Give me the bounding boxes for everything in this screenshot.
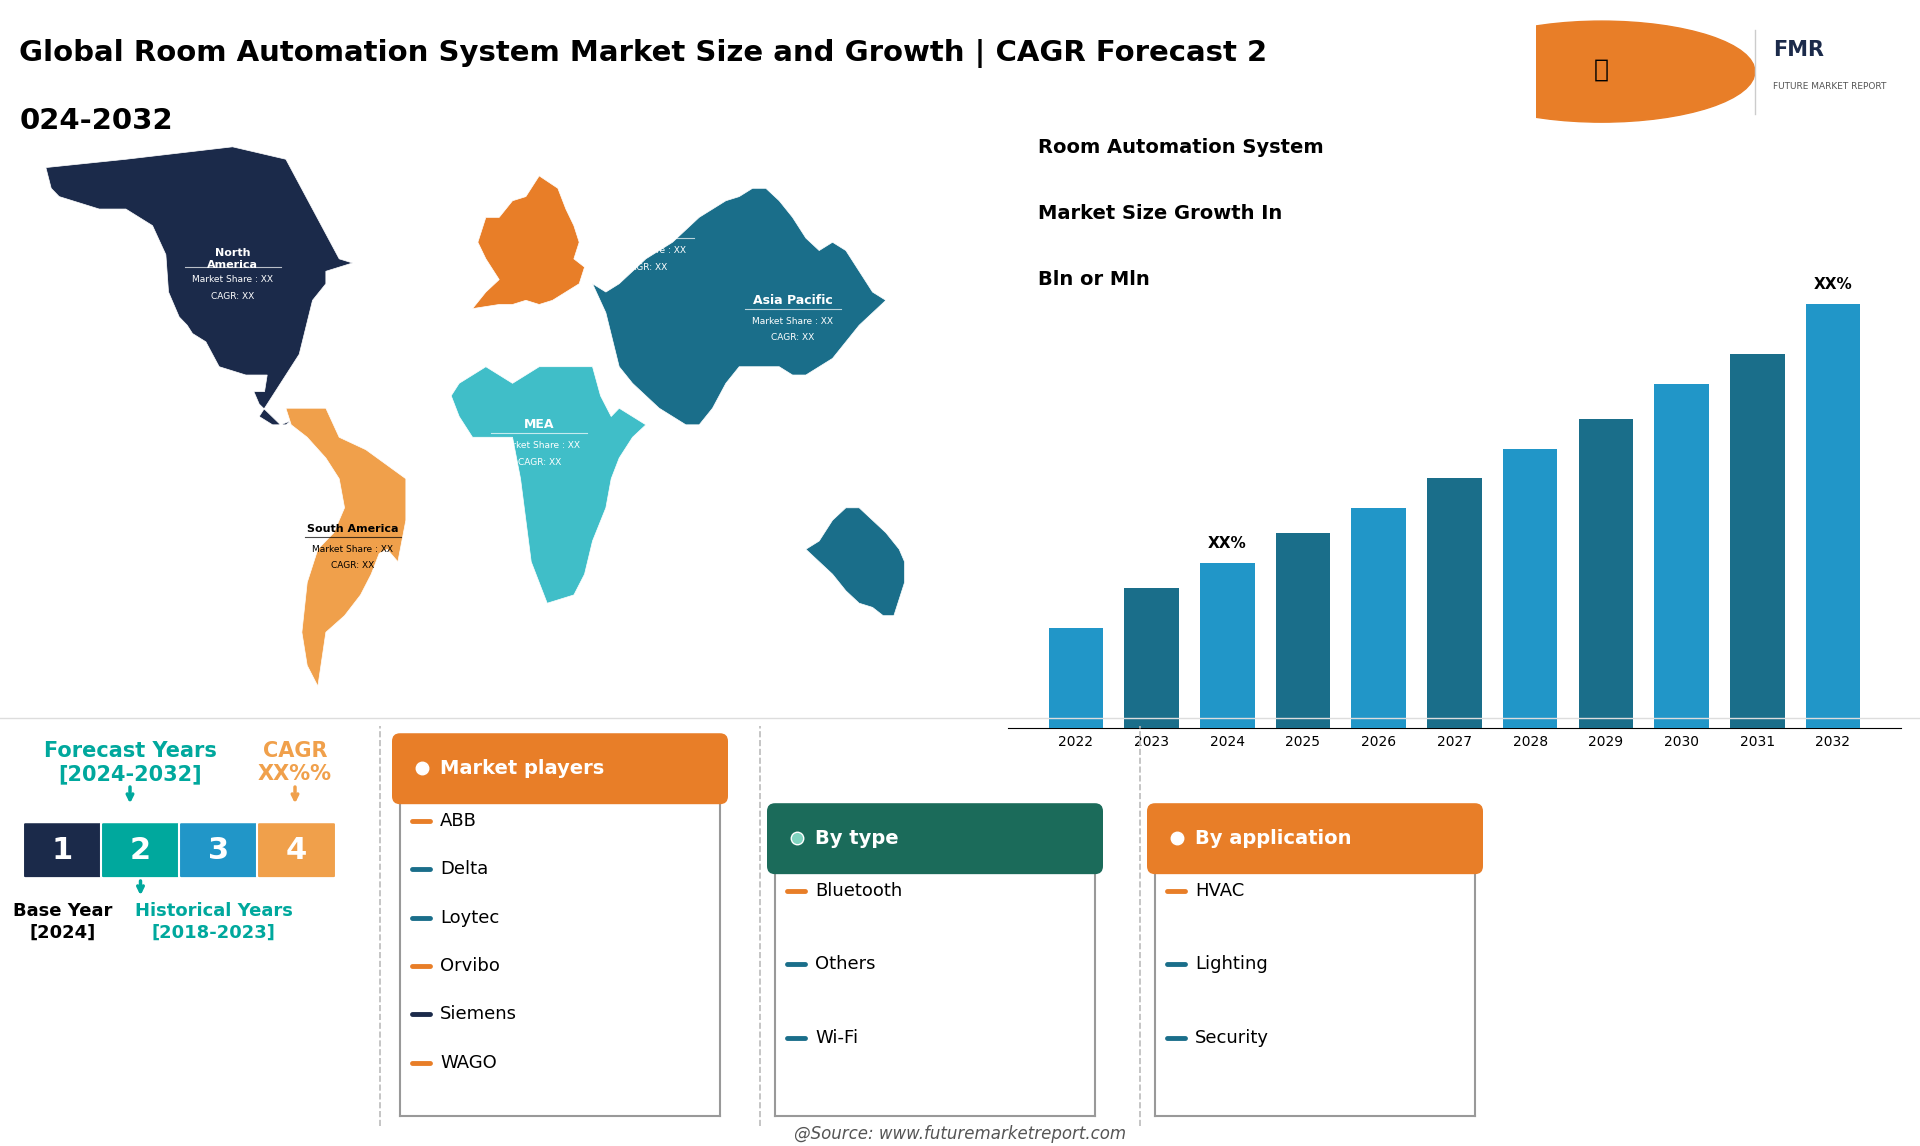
- Text: Market Share : XX: Market Share : XX: [499, 441, 580, 450]
- FancyBboxPatch shape: [1146, 803, 1482, 874]
- Text: Historical Years: Historical Years: [134, 902, 292, 920]
- Text: [2024]: [2024]: [29, 924, 96, 942]
- Text: Room Automation System: Room Automation System: [1039, 138, 1323, 157]
- Bar: [1125, 588, 1179, 728]
- Text: By application: By application: [1194, 829, 1352, 848]
- FancyBboxPatch shape: [102, 822, 180, 878]
- Text: CAGR: CAGR: [263, 741, 326, 761]
- Bar: [1805, 304, 1860, 728]
- Text: 🦅: 🦅: [1594, 57, 1609, 81]
- Text: @Source: www.futuremarketreport.com: @Source: www.futuremarketreport.com: [795, 1125, 1125, 1143]
- Bar: [1275, 533, 1331, 728]
- Text: CAGR: XX: CAGR: XX: [772, 333, 814, 343]
- Polygon shape: [806, 508, 904, 615]
- Text: [2018-2023]: [2018-2023]: [152, 924, 275, 942]
- Text: 024-2032: 024-2032: [19, 108, 173, 135]
- Text: South America: South America: [307, 524, 397, 534]
- Bar: [1655, 384, 1709, 728]
- FancyBboxPatch shape: [23, 822, 102, 878]
- Bar: [1048, 628, 1104, 728]
- Text: Market Share : XX: Market Share : XX: [313, 544, 394, 554]
- Text: Siemens: Siemens: [440, 1005, 516, 1023]
- Text: Asia Pacific: Asia Pacific: [753, 293, 833, 307]
- Text: HVAC: HVAC: [1194, 882, 1244, 900]
- Text: Europe: Europe: [622, 223, 670, 236]
- Text: Orvibo: Orvibo: [440, 957, 499, 975]
- Text: Global Room Automation System Market Size and Growth | CAGR Forecast 2: Global Room Automation System Market Siz…: [19, 39, 1267, 68]
- Bar: [1503, 448, 1557, 728]
- Polygon shape: [593, 188, 885, 425]
- Text: North
America: North America: [207, 248, 257, 269]
- Text: Wi-Fi: Wi-Fi: [814, 1029, 858, 1046]
- Text: XX%: XX%: [1208, 535, 1246, 551]
- Text: Market Share : XX: Market Share : XX: [192, 275, 273, 284]
- Text: Loytec: Loytec: [440, 909, 499, 927]
- Text: XX%: XX%: [1814, 276, 1853, 291]
- FancyBboxPatch shape: [179, 822, 257, 878]
- Text: Delta: Delta: [440, 861, 488, 879]
- Text: Bluetooth: Bluetooth: [814, 882, 902, 900]
- Text: CAGR: XX: CAGR: XX: [330, 562, 374, 571]
- Text: 3: 3: [207, 835, 228, 865]
- Text: XX%%: XX%%: [257, 764, 332, 784]
- Text: Security: Security: [1194, 1029, 1269, 1046]
- Text: MEA: MEA: [524, 418, 555, 431]
- Text: CAGR: XX: CAGR: XX: [211, 292, 253, 300]
- Bar: [1427, 479, 1482, 728]
- FancyBboxPatch shape: [257, 822, 336, 878]
- Bar: [1578, 418, 1634, 728]
- Text: Market Size Growth In: Market Size Growth In: [1039, 204, 1283, 223]
- Text: 1: 1: [52, 835, 73, 865]
- Text: Bln or Mln: Bln or Mln: [1039, 270, 1150, 290]
- Text: FMR: FMR: [1772, 40, 1824, 60]
- Bar: [1730, 354, 1784, 728]
- Text: Market players: Market players: [440, 759, 605, 778]
- Circle shape: [1448, 21, 1755, 123]
- Text: CAGR: XX: CAGR: XX: [518, 457, 561, 466]
- Text: Market Share : XX: Market Share : XX: [753, 316, 833, 325]
- Text: CAGR: XX: CAGR: XX: [624, 262, 668, 272]
- Polygon shape: [472, 175, 584, 308]
- Text: Market Share : XX: Market Share : XX: [605, 246, 685, 256]
- Text: Forecast Years: Forecast Years: [44, 741, 217, 761]
- Text: Base Year: Base Year: [13, 902, 111, 920]
- Text: WAGO: WAGO: [440, 1053, 497, 1072]
- Text: FUTURE MARKET REPORT: FUTURE MARKET REPORT: [1772, 81, 1887, 91]
- FancyBboxPatch shape: [392, 733, 728, 804]
- Polygon shape: [451, 367, 645, 603]
- FancyBboxPatch shape: [766, 803, 1102, 874]
- Text: ABB: ABB: [440, 813, 476, 830]
- Text: By type: By type: [814, 829, 899, 848]
- Polygon shape: [286, 408, 405, 686]
- Polygon shape: [46, 147, 353, 425]
- Text: 4: 4: [286, 835, 307, 865]
- Bar: [1352, 509, 1405, 728]
- Text: 2: 2: [131, 835, 152, 865]
- Text: [2024-2032]: [2024-2032]: [58, 764, 202, 784]
- Text: Lighting: Lighting: [1194, 956, 1267, 973]
- Text: Others: Others: [814, 956, 876, 973]
- Bar: [1200, 563, 1254, 728]
